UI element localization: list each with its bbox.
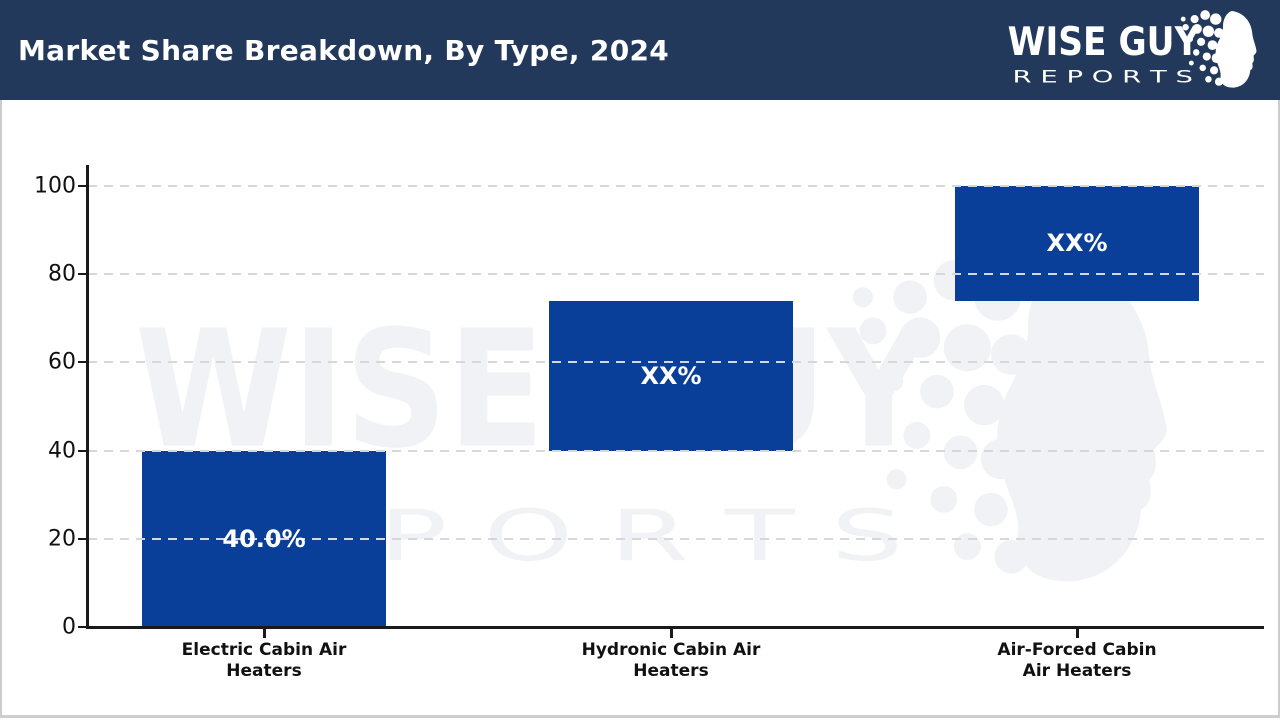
y-tick-mark [78,537,87,540]
y-tick-mark [78,449,87,452]
brand-logo: WISE GUY R E P O R T S [1008,10,1257,88]
x-tick-mark [670,629,673,638]
y-tick-label: 20 [48,526,76,552]
face-profile-icon [1180,10,1257,88]
y-tick-label: 40 [48,438,76,464]
x-category-label-line: Hydronic Cabin Air [581,640,761,660]
brand-subtitle: R E P O R T S [1013,68,1193,88]
x-category-label: Hydronic Cabin Air Heaters [582,640,761,683]
y-tick-label: 100 [34,173,76,199]
brand-logo-group: WISE GUY R E P O R T S [1008,10,1257,88]
brand-wordmark: WISE GUY [1008,20,1201,65]
y-axis [86,165,89,627]
y-tick-mark [78,626,87,628]
bar-value-label: XX% [640,361,702,390]
y-tick-mark [78,273,87,276]
y-tick-label: 0 [62,614,76,640]
y-tick-label: 60 [48,349,76,375]
y-tick-label: 80 [48,261,76,287]
x-category-label: Electric Cabin Air Heaters [182,640,347,683]
x-tick-mark [263,629,266,638]
chart-title: Market Share Breakdown, By Type, 2024 [18,33,670,67]
x-category-label-line: Air Heaters [1022,661,1132,682]
frame-bottom-border [0,715,1280,718]
x-category-label-line: Electric Cabin Air [181,640,347,660]
bar [549,300,793,451]
x-axis [86,626,1264,629]
y-tick-mark [78,361,87,364]
y-tick-mark [78,185,87,187]
x-category-label-line: Heaters [226,661,302,682]
watermark-face-icon [852,260,1167,582]
header-bar: Market Share Breakdown, By Type, 2024 WI… [0,0,1280,100]
x-category-label: Air-Forced Cabin Air Heaters [997,640,1156,683]
frame-left-border [0,100,2,718]
bar-value-label: XX% [1046,229,1108,258]
frame-right-border [1278,100,1280,718]
bar-value-label: 40.0% [222,524,306,553]
x-category-label-line: Heaters [633,661,709,682]
x-tick-mark [1076,629,1079,638]
x-category-label-line: Air-Forced Cabin [997,640,1157,660]
